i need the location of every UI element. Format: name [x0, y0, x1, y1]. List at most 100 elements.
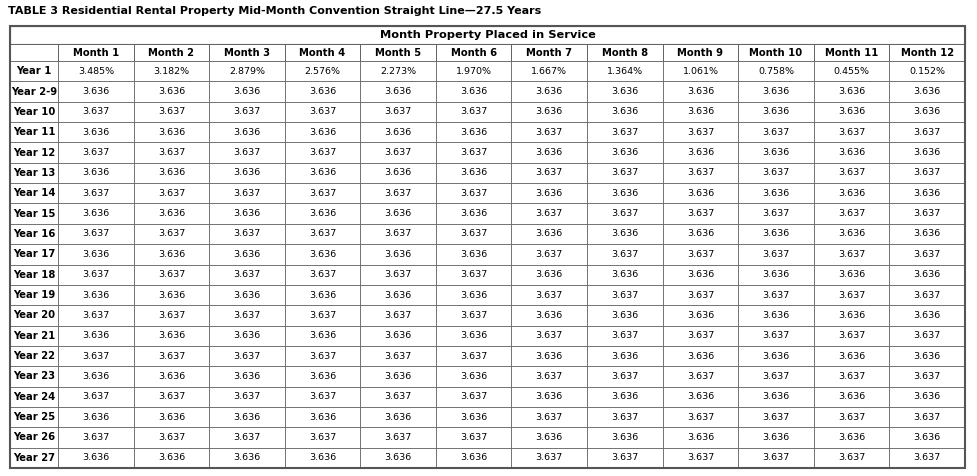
Text: 3.637: 3.637	[384, 189, 411, 198]
Text: Year 22: Year 22	[13, 351, 55, 361]
Text: 3.637: 3.637	[234, 433, 260, 442]
Bar	[586, 61, 662, 81]
Text: 3.636: 3.636	[913, 87, 940, 96]
Text: 3.636: 3.636	[837, 87, 865, 96]
Bar	[134, 44, 209, 61]
Text: 3.636: 3.636	[384, 250, 411, 259]
Text: 3.636: 3.636	[611, 108, 638, 116]
Bar	[813, 244, 888, 265]
Bar	[511, 265, 586, 285]
Bar	[888, 407, 964, 427]
Text: 3.637: 3.637	[82, 433, 109, 442]
Bar	[209, 407, 284, 427]
Bar	[813, 163, 888, 183]
Bar	[662, 366, 738, 387]
Text: 3.636: 3.636	[157, 413, 185, 422]
Text: 3.637: 3.637	[535, 128, 563, 137]
Bar	[10, 203, 58, 224]
Bar	[10, 122, 58, 142]
Text: 3.637: 3.637	[82, 189, 109, 198]
Bar	[209, 326, 284, 346]
Bar	[586, 346, 662, 366]
Bar	[511, 163, 586, 183]
Bar	[662, 203, 738, 224]
Text: 3.637: 3.637	[611, 372, 638, 381]
Bar	[738, 183, 813, 203]
Text: 3.637: 3.637	[762, 250, 788, 259]
Text: 3.637: 3.637	[686, 128, 713, 137]
Text: 3.637: 3.637	[611, 209, 638, 218]
Text: 3.637: 3.637	[234, 311, 260, 320]
Bar	[511, 102, 586, 122]
Bar	[360, 102, 436, 122]
Bar	[209, 122, 284, 142]
Text: 3.636: 3.636	[82, 87, 109, 96]
Bar	[586, 265, 662, 285]
Text: 3.636: 3.636	[913, 433, 940, 442]
Bar	[10, 447, 58, 468]
Bar	[10, 183, 58, 203]
Bar	[436, 81, 511, 102]
Bar	[284, 326, 360, 346]
Text: 3.636: 3.636	[384, 290, 411, 299]
Text: 3.636: 3.636	[309, 128, 336, 137]
Text: 3.636: 3.636	[762, 189, 788, 198]
Text: 0.455%: 0.455%	[832, 67, 869, 76]
Bar	[511, 61, 586, 81]
Text: 3.636: 3.636	[309, 87, 336, 96]
Bar	[360, 305, 436, 326]
Text: 3.637: 3.637	[384, 229, 411, 238]
Bar	[813, 203, 888, 224]
Text: 3.637: 3.637	[384, 311, 411, 320]
Bar	[10, 142, 58, 163]
Text: Year 27: Year 27	[13, 453, 55, 463]
Text: 3.637: 3.637	[157, 229, 185, 238]
Text: Year 1: Year 1	[17, 66, 52, 76]
Bar	[58, 61, 134, 81]
Text: 1.364%: 1.364%	[606, 67, 642, 76]
Text: Year 21: Year 21	[13, 331, 55, 341]
Bar	[209, 44, 284, 61]
Bar	[134, 142, 209, 163]
Bar	[586, 44, 662, 61]
Bar	[888, 183, 964, 203]
Text: 3.636: 3.636	[762, 270, 788, 279]
Text: 3.636: 3.636	[234, 209, 260, 218]
Text: 3.636: 3.636	[384, 128, 411, 137]
Text: Year 17: Year 17	[13, 249, 55, 259]
Bar	[511, 305, 586, 326]
Text: 3.636: 3.636	[157, 169, 185, 178]
Text: 3.636: 3.636	[157, 331, 185, 340]
Bar	[58, 122, 134, 142]
Text: 3.636: 3.636	[384, 169, 411, 178]
Bar	[284, 366, 360, 387]
Text: 3.636: 3.636	[762, 229, 788, 238]
Text: 3.636: 3.636	[384, 372, 411, 381]
Bar	[511, 326, 586, 346]
Text: 3.636: 3.636	[611, 392, 638, 401]
Bar	[888, 326, 964, 346]
Text: 3.636: 3.636	[384, 87, 411, 96]
Bar	[209, 224, 284, 244]
Bar	[360, 61, 436, 81]
Text: 3.636: 3.636	[535, 392, 563, 401]
Bar	[888, 61, 964, 81]
Text: 3.637: 3.637	[913, 290, 940, 299]
Bar	[284, 102, 360, 122]
Text: 3.636: 3.636	[686, 311, 713, 320]
Text: 3.636: 3.636	[913, 392, 940, 401]
Bar	[511, 183, 586, 203]
Text: 3.636: 3.636	[611, 433, 638, 442]
Bar	[662, 305, 738, 326]
Bar	[888, 427, 964, 447]
Bar	[738, 61, 813, 81]
Bar	[58, 366, 134, 387]
Text: 3.637: 3.637	[82, 392, 109, 401]
Bar	[511, 122, 586, 142]
Bar	[738, 142, 813, 163]
Bar	[436, 224, 511, 244]
Text: 3.637: 3.637	[913, 169, 940, 178]
Bar	[586, 102, 662, 122]
Bar	[888, 44, 964, 61]
Text: 3.637: 3.637	[535, 453, 563, 462]
